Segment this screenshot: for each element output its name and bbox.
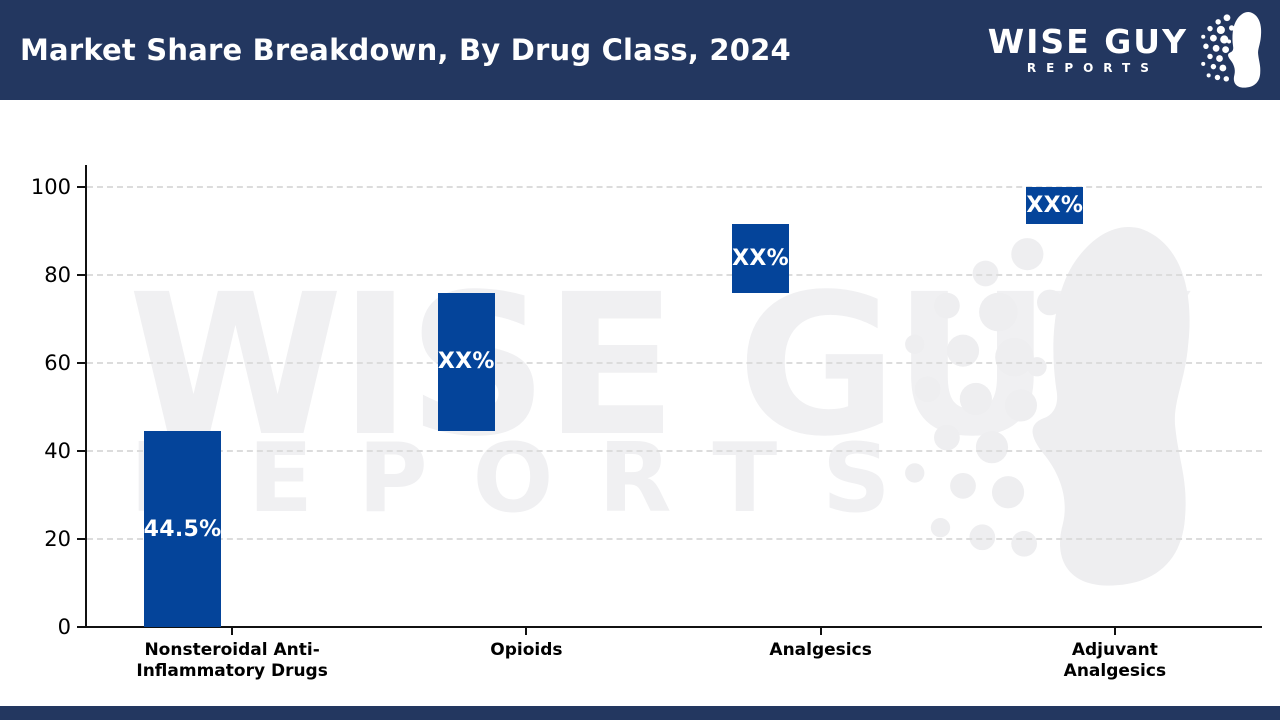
y-tick-mark <box>77 186 85 188</box>
x-category-label-line: Adjuvant <box>1071 640 1158 660</box>
x-category-label: Nonsteroidal Anti- Inflammatory Drugs <box>102 640 362 682</box>
logo-text: WISE GUY REPORTS <box>987 21 1188 76</box>
y-tick-label: 100 <box>30 175 71 199</box>
y-tick-mark <box>77 362 85 364</box>
gridline-20 <box>87 538 1262 540</box>
x-category-label-line: Nonsteroidal Anti- <box>144 640 320 660</box>
plot-area: 0 20 40 60 80 100 44.5% Nonsteroidal Anti- Infla… <box>31 165 1262 681</box>
bar-value-label: 44.5% <box>143 516 222 542</box>
y-axis-line <box>85 165 87 627</box>
y-tick-mark <box>77 274 85 276</box>
x-tick-mark <box>231 628 234 635</box>
footer-band <box>0 706 1280 720</box>
wise-guy-reports-logo: WISE GUY REPORTS <box>988 11 1264 89</box>
y-tick-mark <box>77 538 85 540</box>
x-tick-mark <box>525 628 528 635</box>
bar-1: XX% <box>437 292 495 432</box>
bar-2: XX% <box>732 224 789 293</box>
x-category-label: Adjuvant Analgesics <box>985 640 1245 682</box>
watermark-text-line2: REPORTS <box>130 424 936 534</box>
bar-value-label: XX% <box>437 349 495 375</box>
x-category-label-line: Analgesics <box>769 640 872 660</box>
bar-value-label: XX% <box>1026 193 1084 219</box>
y-tick-mark <box>77 626 85 628</box>
y-tick-label: 20 <box>44 527 71 551</box>
y-tick-mark <box>77 450 85 452</box>
gridline-100 <box>87 186 1262 188</box>
bar-0: 44.5% <box>143 431 222 627</box>
x-category-label-line: Opioids <box>490 640 563 660</box>
x-category-label-line: Analgesics <box>1063 661 1167 681</box>
header-band: Market Share Breakdown, By Drug Class, 2… <box>0 0 1280 100</box>
gridline-80 <box>87 274 1262 276</box>
x-category-label-line: Inflammatory Drugs <box>136 661 328 681</box>
x-category-label: Opioids <box>396 640 656 661</box>
x-tick-mark <box>819 628 822 635</box>
gridline-60 <box>87 362 1262 364</box>
y-tick-label: 40 <box>44 439 71 463</box>
logo-face-icon <box>1201 12 1262 88</box>
bar-value-label: XX% <box>732 246 789 272</box>
y-tick-label: 60 <box>44 351 71 375</box>
logo-wordmark: WISE GUY <box>987 21 1188 61</box>
x-tick-mark <box>1113 628 1116 635</box>
y-tick-label: 80 <box>44 263 71 287</box>
x-axis-line <box>85 625 1262 628</box>
logo-subtext: REPORTS <box>1026 61 1159 76</box>
bar-3: XX% <box>1026 187 1084 225</box>
chart-title: Market Share Breakdown, By Drug Class, 2… <box>20 33 791 67</box>
y-tick-label: 0 <box>57 615 71 639</box>
gridline-40 <box>87 450 1262 452</box>
x-category-label: Analgesics <box>691 640 951 661</box>
